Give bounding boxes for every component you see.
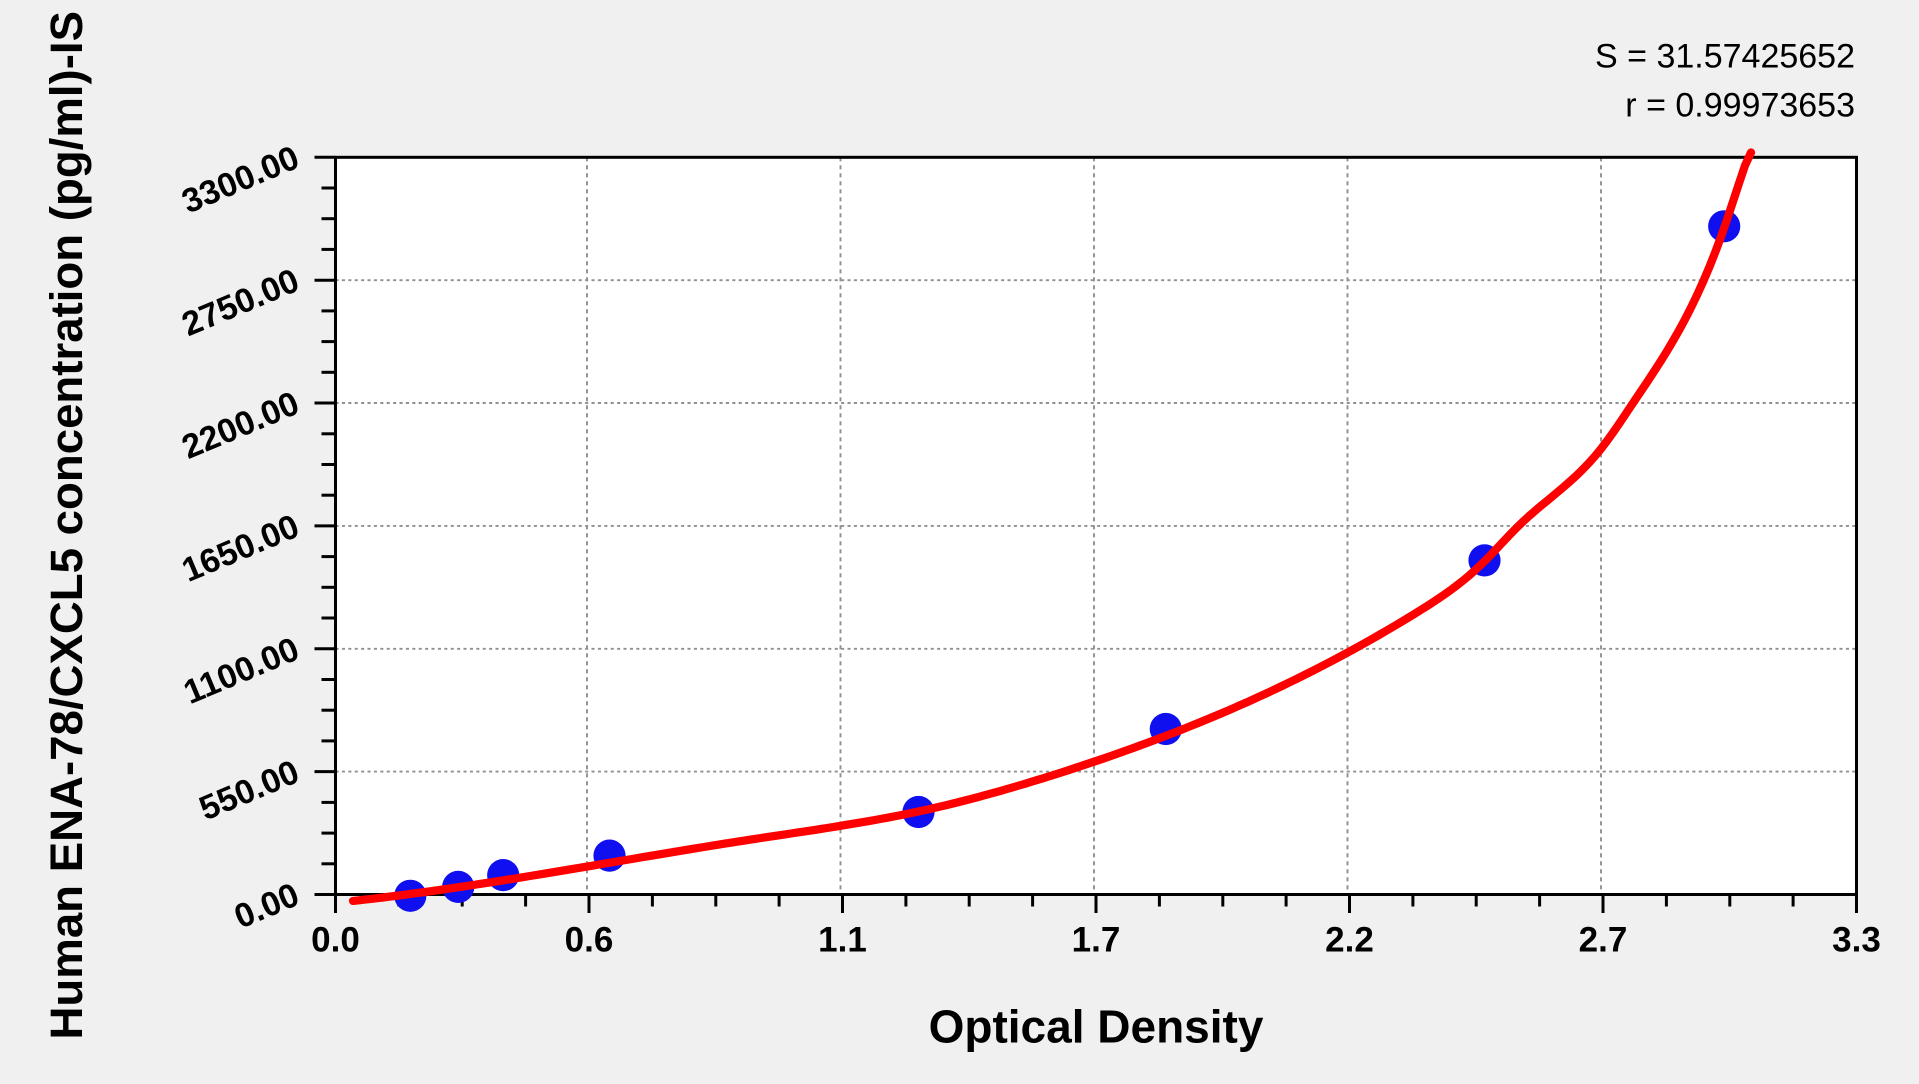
- svg-text:Optical Density: Optical Density: [929, 1001, 1264, 1053]
- svg-text:1.7: 1.7: [1072, 921, 1121, 960]
- svg-text:r = 0.99973653: r = 0.99973653: [1625, 87, 1855, 125]
- svg-text:0.6: 0.6: [565, 921, 614, 960]
- svg-text:0.0: 0.0: [311, 921, 360, 960]
- svg-text:2.7: 2.7: [1579, 921, 1628, 960]
- svg-text:2.2: 2.2: [1325, 921, 1374, 960]
- svg-text:3.3: 3.3: [1832, 921, 1881, 960]
- svg-text:Human ENA-78/CXCL5 concentrati: Human ENA-78/CXCL5 concentration (pg/ml)…: [41, 11, 92, 1040]
- svg-text:1.1: 1.1: [818, 921, 867, 960]
- svg-text:S = 31.57425652: S = 31.57425652: [1595, 38, 1855, 76]
